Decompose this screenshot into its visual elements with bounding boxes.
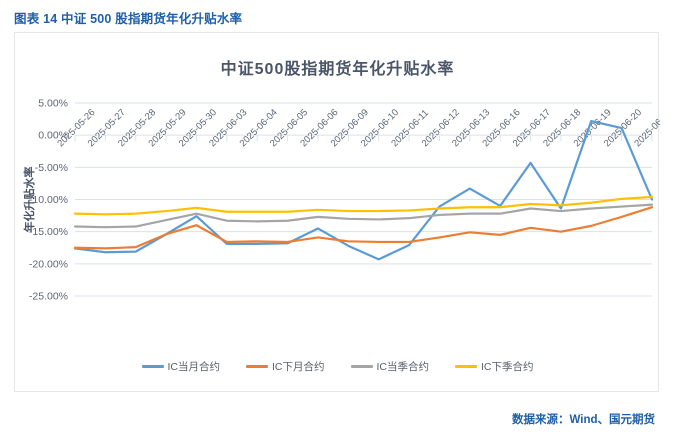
y-axis-tick-label: 5.00% — [38, 98, 68, 110]
figure-caption: 图表 14 中证 500 股指期货年化升贴水率 — [14, 12, 243, 26]
legend-color-swatch — [141, 365, 164, 368]
chart-series-line — [73, 203, 654, 229]
legend-color-swatch — [350, 365, 373, 368]
chart-series-line — [73, 206, 654, 250]
y-axis-tick-label: -10.00% — [29, 194, 68, 206]
legend-item[interactable]: IC当季合约 — [350, 359, 430, 374]
legend-label: IC下季合约 — [481, 361, 534, 373]
legend-label: IC当月合约 — [167, 361, 221, 373]
y-axis-tick-label: -20.00% — [29, 258, 68, 270]
chart-title: 中证500股指期货年化升贴水率 — [220, 61, 455, 78]
legend-item[interactable]: IC下月合约 — [246, 359, 325, 374]
y-axis-tick-label: -25.00% — [29, 291, 68, 303]
legend-label: IC当季合约 — [376, 361, 430, 373]
y-axis-tick-label: -5.00% — [35, 162, 68, 174]
chart-legend: IC当月合约 IC下月合约 IC当季合约 IC下季合约 — [15, 359, 660, 374]
y-axis-tick-label: 0.00% — [38, 130, 68, 142]
chart-series-line — [73, 195, 654, 216]
legend-color-swatch — [455, 365, 477, 368]
chart-container: 中证500股指期货年化升贴水率 5.00% 0.00% -5.00% -10.00% -… — [14, 32, 660, 392]
chart-plot-area: 5.00% 0.00% -5.00% -10.00% -15.00% -20.00% -25… — [22, 98, 660, 303]
legend-label: IC下月合约 — [272, 361, 325, 373]
legend-item[interactable]: IC下季合约 — [455, 359, 534, 374]
chart-series-line — [73, 119, 654, 261]
legend-item[interactable]: IC当月合约 — [141, 359, 221, 374]
y-axis-tick-label: -15.00% — [29, 226, 68, 238]
y-axis-title: 年化升贴水率 — [22, 167, 36, 233]
source-note: 数据来源：Wind、国元期货 — [512, 414, 655, 426]
legend-color-swatch — [246, 365, 268, 368]
